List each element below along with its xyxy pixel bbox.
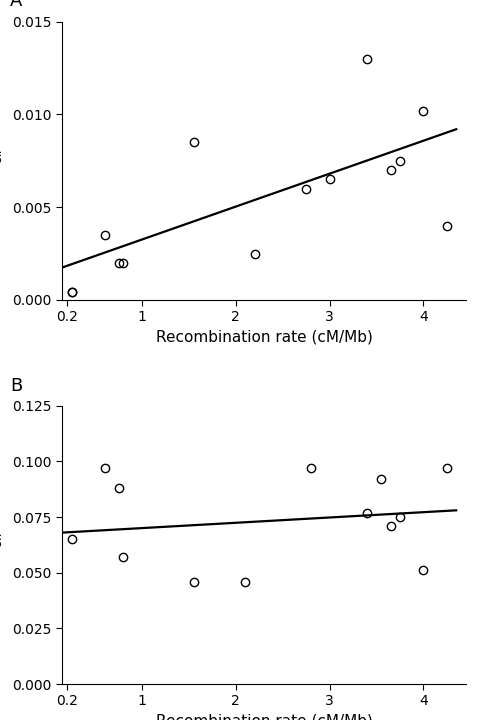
X-axis label: Recombination rate (cM/Mb): Recombination rate (cM/Mb)	[156, 714, 372, 720]
X-axis label: Recombination rate (cM/Mb): Recombination rate (cM/Mb)	[156, 330, 372, 345]
Text: A: A	[10, 0, 23, 11]
Y-axis label: $K_{\mathrm{sil}}$: $K_{\mathrm{sil}}$	[0, 533, 4, 557]
Y-axis label: $\pi_{\mathrm{sil}}$: $\pi_{\mathrm{sil}}$	[0, 149, 4, 173]
Text: B: B	[10, 377, 22, 395]
